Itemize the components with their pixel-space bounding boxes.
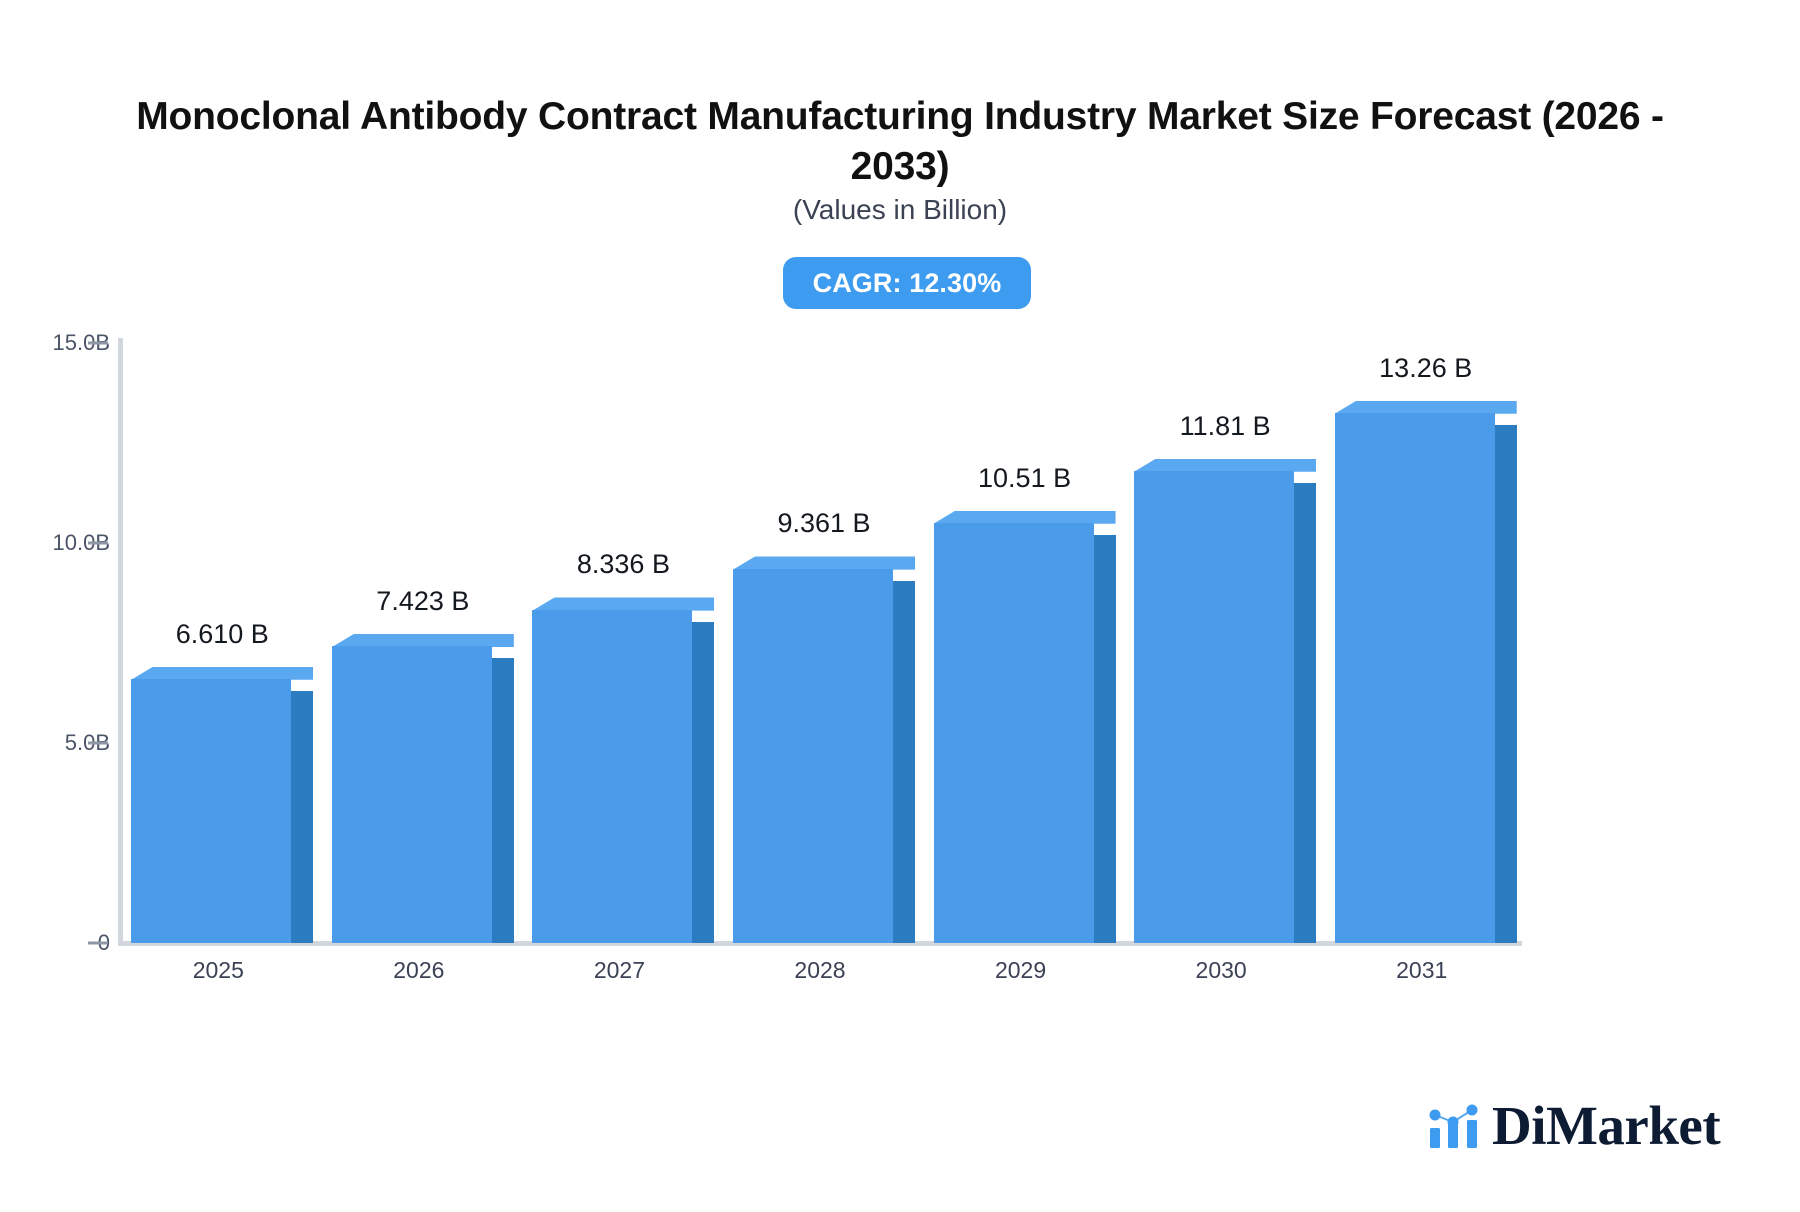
bar-top-face: [331, 633, 514, 648]
bar-top-face: [1134, 458, 1317, 472]
bar-side-face: [1093, 534, 1116, 943]
bar-side-face: [1494, 424, 1517, 943]
bar-side-face: [491, 658, 514, 943]
y-axis-line: [118, 338, 123, 946]
title-block: Monoclonal Antibody Contract Manufacturi…: [110, 92, 1690, 192]
bar-top-face: [131, 666, 314, 680]
bar-value-label: 9.361 B: [777, 508, 871, 539]
bar-value-label: 8.336 B: [576, 549, 670, 580]
bar-top-face: [532, 597, 715, 611]
bar-top-face: [1334, 400, 1517, 414]
bar-side-face: [1294, 482, 1317, 943]
bar-side-face: [692, 621, 715, 943]
x-axis-line: [118, 941, 1522, 946]
bar-top-face: [933, 510, 1116, 524]
y-axis-tick-mark: [88, 541, 108, 545]
bar-value-label: 6.610 B: [175, 618, 269, 649]
x-axis-tick-label: 2029: [994, 957, 1047, 983]
bar[interactable]: [733, 568, 893, 943]
y-axis-tick-mark: [88, 341, 108, 345]
bar-value-label: 7.423 B: [376, 585, 470, 616]
bar-top-face: [733, 556, 915, 570]
logo: DiMarket: [1428, 1095, 1721, 1156]
y-axis-tick-mark: [88, 941, 108, 945]
page-title: Monoclonal Antibody Contract Manufacturi…: [136, 95, 1664, 188]
bar-value-label: 13.26 B: [1379, 352, 1473, 383]
bar-value-label: 11.81 B: [1179, 410, 1271, 441]
x-axis-tick-label: 2031: [1396, 957, 1448, 983]
x-axis-tick-label: 2028: [794, 957, 846, 983]
cagr-badge-label: CAGR: 12.30%: [812, 267, 1002, 298]
bar-side-face: [291, 690, 314, 943]
bar[interactable]: [933, 522, 1094, 943]
bar[interactable]: [1334, 412, 1495, 943]
bar[interactable]: [532, 609, 693, 943]
x-axis-tick-label: 2026: [393, 957, 445, 983]
bar-value-label: 10.51 B: [978, 462, 1072, 493]
status-badge: CAGR: 12.30%: [783, 257, 1031, 309]
chart-subtitle: (Values in Billion): [792, 194, 1008, 225]
bar[interactable]: [331, 646, 492, 943]
x-axis-tick-label: 2027: [593, 957, 646, 983]
bar-chart-icon: [1429, 1104, 1478, 1148]
logo-text: DiMarket: [1492, 1095, 1721, 1156]
x-axis-tick-label: 2025: [192, 957, 244, 983]
y-axis-tick-mark: [88, 741, 108, 745]
bar-side-face: [893, 580, 915, 943]
x-axis-tick-label: 2030: [1195, 957, 1247, 983]
bar[interactable]: [1134, 470, 1295, 943]
bar[interactable]: [131, 678, 292, 943]
